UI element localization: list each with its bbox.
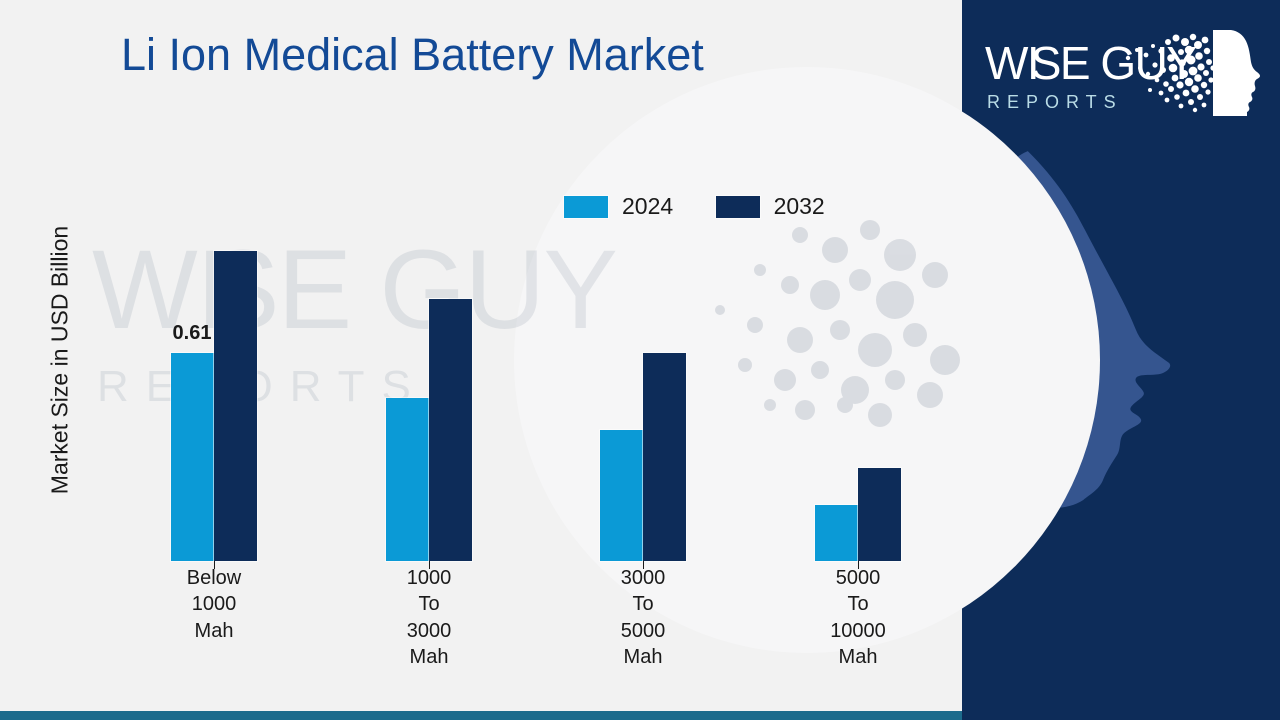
svg-text:WISE GUY: WISE GUY: [985, 37, 1196, 89]
svg-text:REPORTS: REPORTS: [987, 92, 1123, 112]
svg-text:REPORTS: REPORTS: [97, 362, 428, 411]
